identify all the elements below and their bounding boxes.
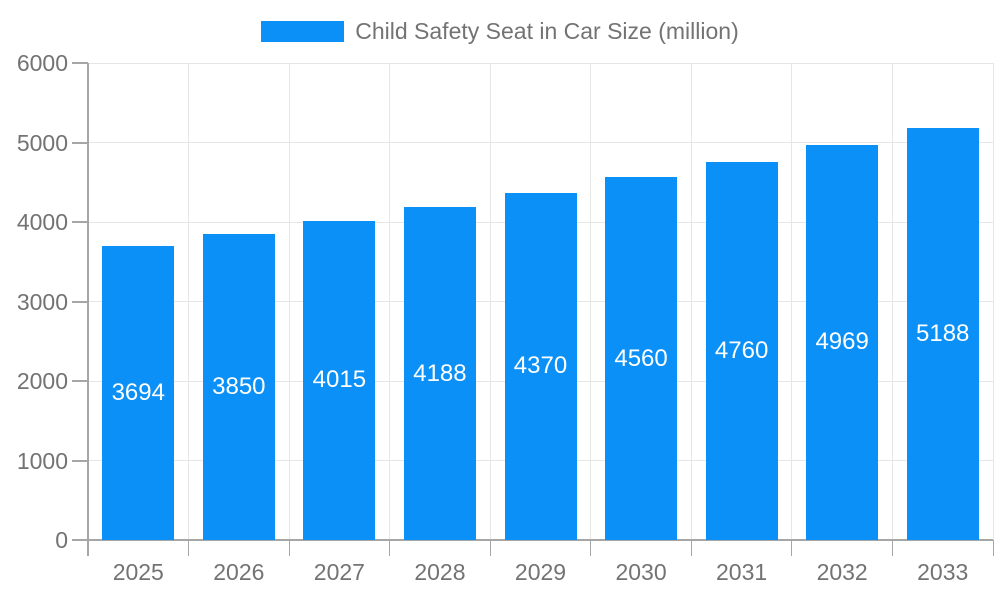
- bar: 4760: [705, 161, 778, 540]
- gridline-vertical: [389, 63, 391, 540]
- bar-value-label: 4760: [714, 336, 769, 364]
- legend-swatch: [261, 20, 345, 42]
- chart-title: Child Safety Seat in Car Size (million): [355, 17, 739, 44]
- bar-value-label: 5188: [916, 319, 970, 347]
- y-axis-tick: [72, 141, 88, 144]
- y-axis-tick: [72, 300, 88, 303]
- x-axis-label: 2031: [716, 559, 768, 585]
- bar: 4370: [504, 192, 577, 540]
- bar-value-label: 4188: [413, 359, 467, 387]
- y-axis-label: 6000: [16, 50, 68, 76]
- y-axis-tick: [72, 62, 88, 64]
- y-axis-label: 5000: [16, 129, 68, 156]
- bar: 4015: [303, 220, 376, 540]
- bar: 5188: [906, 127, 979, 540]
- x-axis-label: 2028: [414, 559, 466, 585]
- x-axis-tick: [489, 540, 491, 556]
- y-axis-label: 0: [55, 527, 68, 553]
- gridline-vertical: [690, 63, 692, 540]
- y-axis-line: [87, 63, 89, 556]
- bar: 3850: [202, 233, 275, 540]
- bar: 4188: [403, 207, 476, 540]
- gridline-horizontal: [88, 142, 993, 143]
- x-axis-tick: [992, 540, 994, 556]
- gridline-vertical: [489, 63, 491, 540]
- x-axis-tick: [87, 540, 89, 556]
- y-axis-label: 1000: [16, 447, 68, 474]
- gridline-vertical: [891, 63, 893, 540]
- bar-value-label: 4560: [614, 344, 668, 372]
- bar-value-label: 3694: [111, 379, 165, 407]
- bar: 3694: [102, 246, 175, 540]
- x-axis-tick: [389, 540, 391, 556]
- x-axis-label: 2030: [615, 559, 667, 585]
- x-axis-tick: [891, 540, 893, 556]
- gridline-horizontal: [88, 62, 993, 64]
- x-axis-label: 2026: [213, 559, 265, 585]
- bar-value-label: 4969: [815, 328, 869, 356]
- gridline-vertical: [992, 63, 994, 540]
- bar: 4560: [605, 177, 678, 540]
- x-axis-tick: [188, 540, 190, 556]
- x-axis-label: 2029: [514, 559, 567, 585]
- x-axis-label: 2033: [917, 559, 969, 585]
- y-axis-label: 2000: [16, 368, 68, 394]
- chart-legend: Child Safety Seat in Car Size (million): [0, 16, 1000, 46]
- bar: 4969: [806, 144, 879, 540]
- bar-value-label: 4015: [312, 366, 367, 394]
- x-axis-label: 2025: [112, 559, 164, 585]
- bar-value-label: 4370: [513, 352, 568, 380]
- y-axis-label: 4000: [16, 209, 68, 235]
- x-axis-label: 2027: [313, 559, 365, 585]
- y-axis-tick: [72, 221, 88, 223]
- y-axis-tick: [72, 380, 88, 382]
- x-axis-label: 2032: [816, 559, 868, 585]
- y-axis-label: 3000: [16, 288, 68, 315]
- x-axis-tick: [690, 540, 692, 556]
- x-axis-tick: [590, 540, 592, 556]
- y-axis-tick: [72, 459, 88, 462]
- gridline-vertical: [188, 63, 190, 540]
- gridline-vertical: [590, 63, 592, 540]
- gridline-vertical: [791, 63, 793, 540]
- bar-value-label: 3850: [212, 372, 266, 400]
- y-axis-tick: [72, 539, 88, 541]
- gridline-vertical: [288, 63, 290, 540]
- x-axis-tick: [791, 540, 793, 556]
- x-axis-line: [72, 539, 993, 541]
- x-axis-tick: [288, 540, 290, 556]
